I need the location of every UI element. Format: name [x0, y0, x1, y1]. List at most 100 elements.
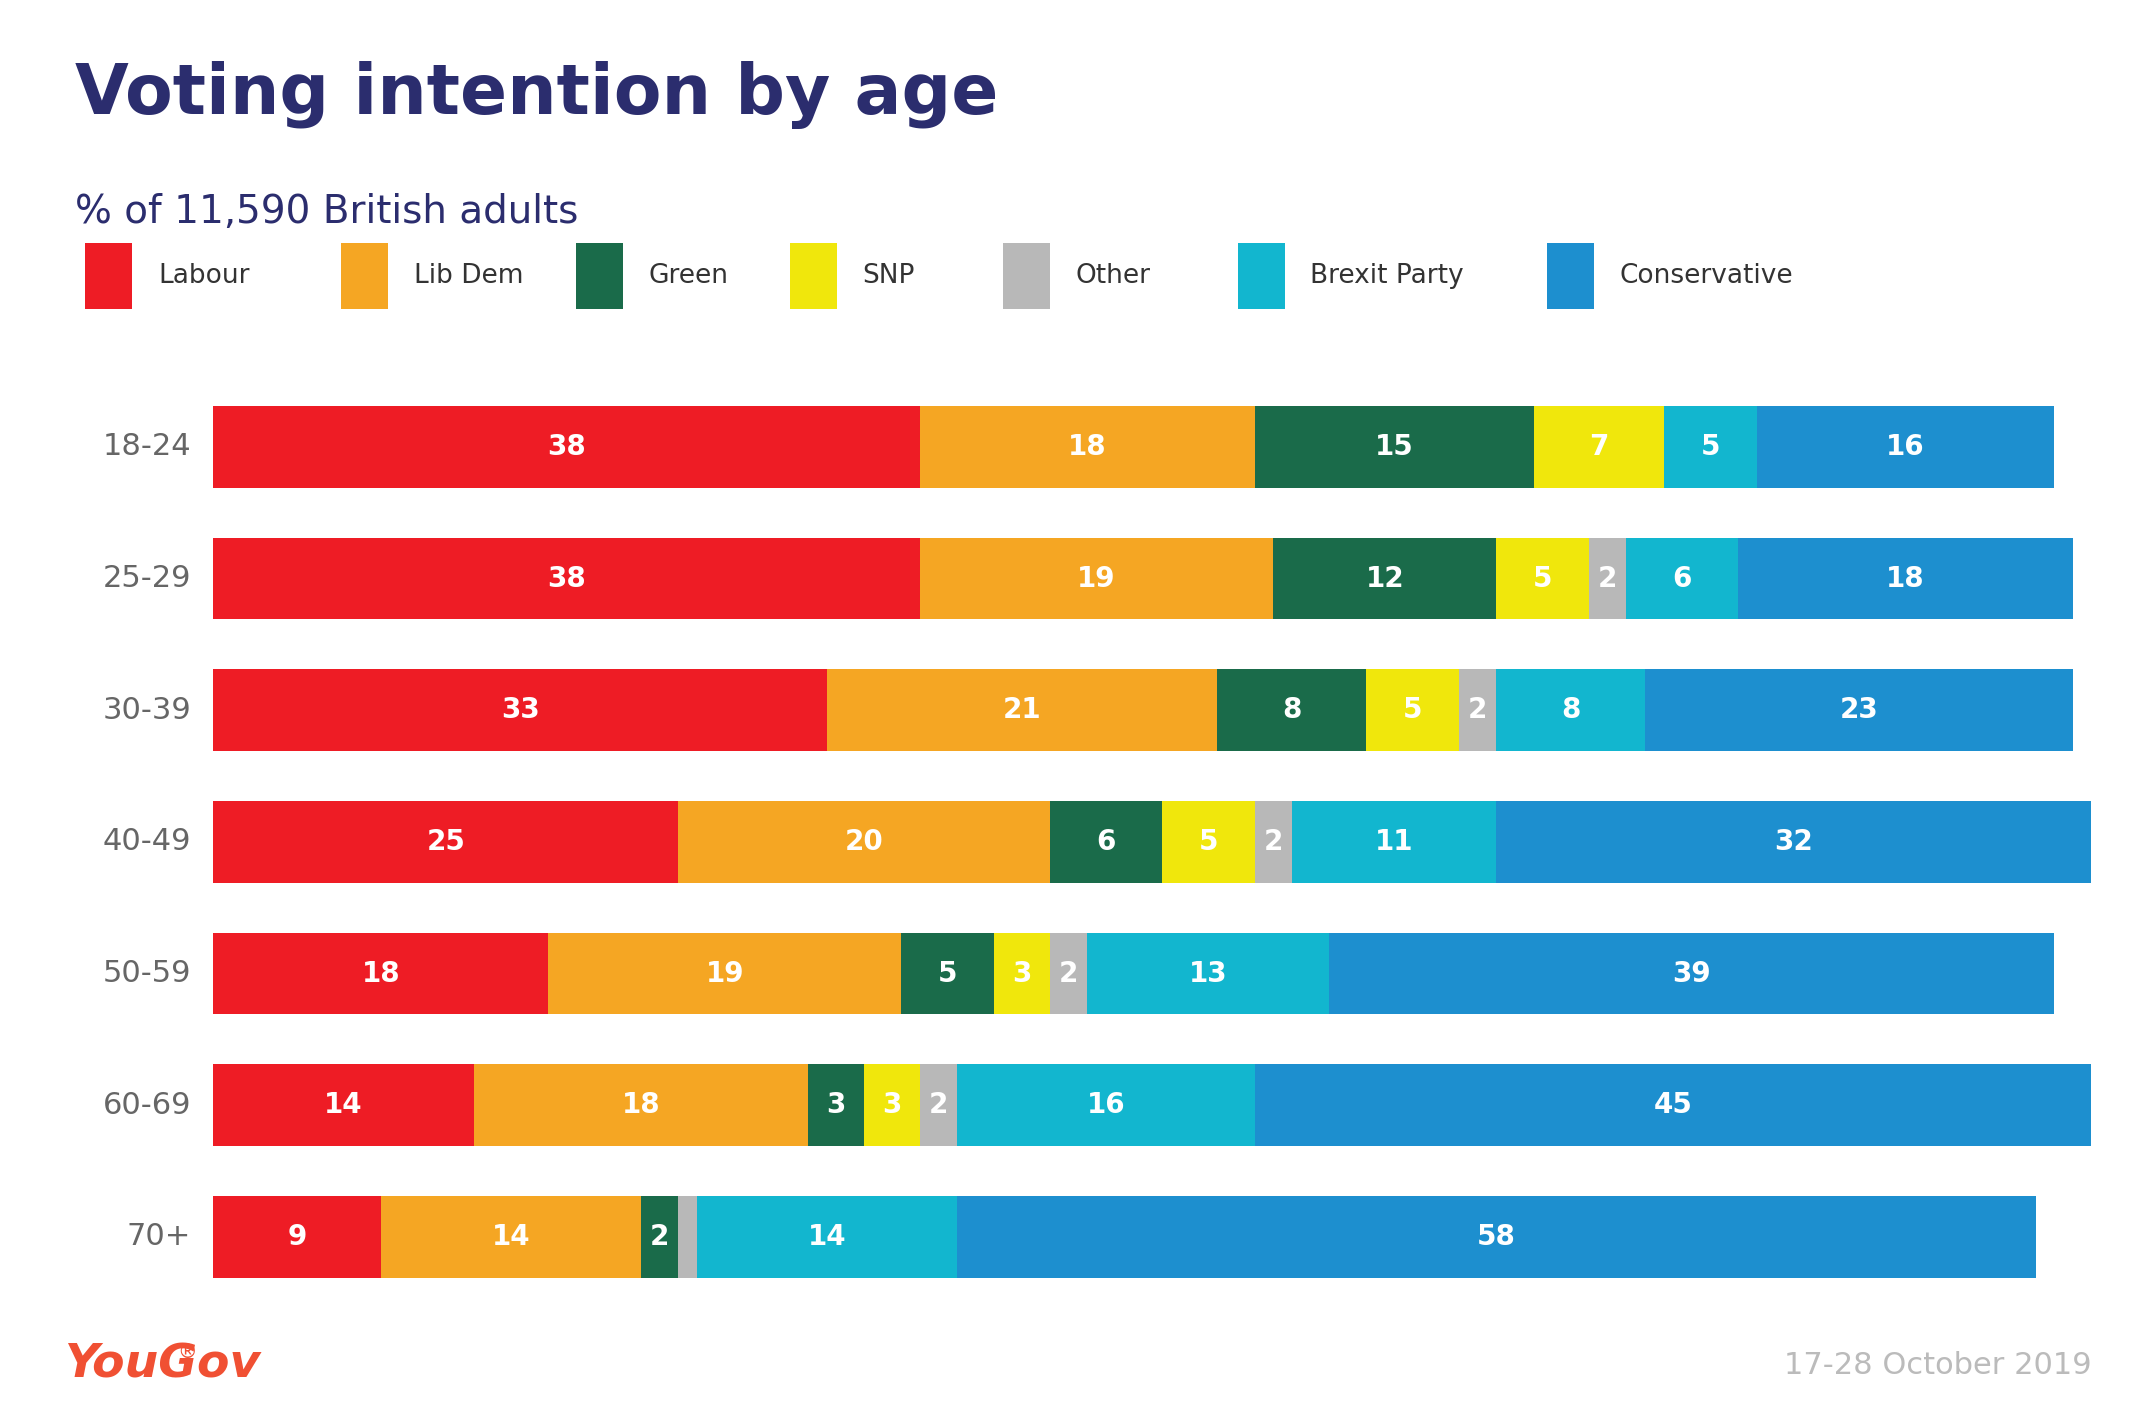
Text: ®: ® — [177, 1343, 196, 1363]
Text: 32: 32 — [1775, 828, 1814, 856]
Text: 5: 5 — [939, 959, 958, 988]
Bar — [1737, 538, 2072, 620]
Text: 17-28 October 2019: 17-28 October 2019 — [1784, 1351, 2091, 1380]
Text: 14: 14 — [807, 1223, 847, 1251]
Text: 23: 23 — [1840, 696, 1878, 724]
Text: Labour: Labour — [158, 263, 250, 289]
Text: 5: 5 — [1199, 828, 1219, 856]
Text: 3: 3 — [1012, 959, 1033, 988]
Text: 60-69: 60-69 — [102, 1091, 192, 1119]
Text: 19: 19 — [706, 959, 745, 988]
FancyBboxPatch shape — [1547, 243, 1594, 308]
Text: 8: 8 — [1562, 696, 1581, 724]
Bar — [1496, 801, 2091, 883]
Bar — [213, 1064, 474, 1146]
Text: 70+: 70+ — [126, 1223, 192, 1251]
Bar — [1534, 406, 1665, 488]
Bar — [1088, 932, 1329, 1015]
Text: 13: 13 — [1189, 959, 1227, 988]
Text: 3: 3 — [826, 1091, 845, 1119]
Text: 6: 6 — [1673, 565, 1692, 593]
Text: 18: 18 — [621, 1091, 659, 1119]
Text: 19: 19 — [1078, 565, 1116, 593]
Text: Other: Other — [1076, 263, 1150, 289]
Text: % of 11,590 British adults: % of 11,590 British adults — [75, 194, 578, 231]
Bar — [1590, 538, 1626, 620]
FancyBboxPatch shape — [85, 243, 132, 308]
Bar — [1161, 801, 1255, 883]
Text: 15: 15 — [1374, 433, 1413, 461]
Bar — [1665, 406, 1756, 488]
Text: 16: 16 — [1086, 1091, 1125, 1119]
Text: 18: 18 — [1067, 433, 1108, 461]
Text: 9: 9 — [288, 1223, 307, 1251]
Bar — [809, 1064, 864, 1146]
Bar — [864, 1064, 920, 1146]
Bar — [548, 932, 901, 1015]
Text: 39: 39 — [1673, 959, 1711, 988]
Text: 14: 14 — [491, 1223, 529, 1251]
Bar — [679, 1196, 698, 1278]
FancyBboxPatch shape — [1003, 243, 1050, 308]
Bar — [213, 932, 548, 1015]
FancyBboxPatch shape — [341, 243, 388, 308]
Bar — [1216, 669, 1366, 751]
Text: 2: 2 — [1598, 565, 1618, 593]
Text: Voting intention by age: Voting intention by age — [75, 61, 999, 129]
Bar — [1496, 669, 1645, 751]
Text: 25: 25 — [427, 828, 465, 856]
Text: 18-24: 18-24 — [102, 433, 192, 461]
Text: 6: 6 — [1097, 828, 1116, 856]
Bar — [920, 406, 1255, 488]
Text: 5: 5 — [1532, 565, 1554, 593]
Text: 3: 3 — [881, 1091, 903, 1119]
Text: 8: 8 — [1283, 696, 1302, 724]
Bar — [213, 538, 920, 620]
Bar — [213, 406, 920, 488]
Bar — [380, 1196, 640, 1278]
Bar — [1460, 669, 1496, 751]
Bar — [994, 932, 1050, 1015]
Bar — [1291, 801, 1496, 883]
Text: 21: 21 — [1003, 696, 1041, 724]
Bar — [828, 669, 1216, 751]
Text: 30-39: 30-39 — [102, 696, 192, 724]
Text: 2: 2 — [1263, 828, 1283, 856]
Bar — [1255, 406, 1534, 488]
Bar — [958, 1196, 2036, 1278]
Text: 12: 12 — [1366, 565, 1404, 593]
Text: Green: Green — [649, 263, 728, 289]
Text: 5: 5 — [1701, 433, 1720, 461]
Bar — [958, 1064, 1255, 1146]
FancyBboxPatch shape — [576, 243, 623, 308]
Text: 7: 7 — [1590, 433, 1609, 461]
Text: 2: 2 — [651, 1223, 670, 1251]
Text: 38: 38 — [546, 433, 587, 461]
Text: 2: 2 — [928, 1091, 947, 1119]
Text: 50-59: 50-59 — [102, 959, 192, 988]
Text: 14: 14 — [324, 1091, 363, 1119]
Text: Brexit Party: Brexit Party — [1310, 263, 1464, 289]
Text: 11: 11 — [1374, 828, 1413, 856]
Bar — [1496, 538, 1590, 620]
Bar — [1050, 801, 1161, 883]
Text: 2: 2 — [1468, 696, 1487, 724]
Text: SNP: SNP — [862, 263, 915, 289]
Bar — [1255, 801, 1291, 883]
Text: 45: 45 — [1654, 1091, 1692, 1119]
Text: 25-29: 25-29 — [102, 565, 192, 593]
Text: Lib Dem: Lib Dem — [414, 263, 523, 289]
Bar — [1274, 538, 1496, 620]
Text: 33: 33 — [501, 696, 540, 724]
Bar — [213, 1196, 380, 1278]
Text: 40-49: 40-49 — [102, 828, 192, 856]
FancyBboxPatch shape — [790, 243, 837, 308]
Bar — [213, 801, 679, 883]
Bar — [679, 801, 1050, 883]
FancyBboxPatch shape — [1238, 243, 1285, 308]
Bar — [920, 1064, 958, 1146]
Text: YouGov: YouGov — [64, 1343, 260, 1388]
Bar — [1050, 932, 1088, 1015]
Bar — [213, 669, 828, 751]
Bar — [901, 932, 994, 1015]
